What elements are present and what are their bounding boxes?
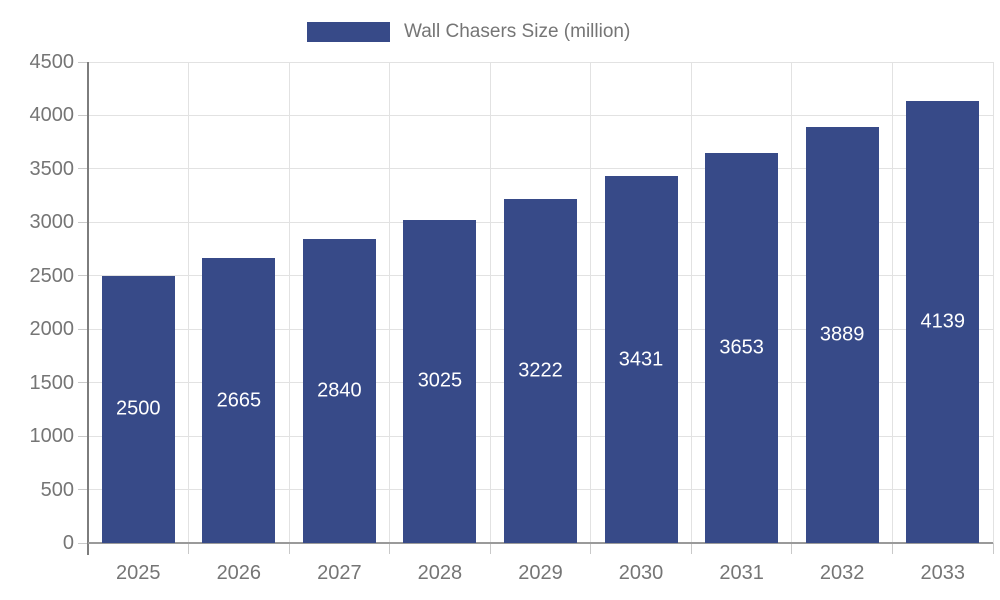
bar[interactable]: 3889 — [805, 127, 879, 543]
bar-value-label: 2665 — [216, 389, 262, 412]
x-axis-label: 2029 — [518, 562, 563, 584]
x-axis-label: 2027 — [317, 562, 362, 584]
bar-value-label: 3431 — [618, 348, 664, 371]
y-axis-label: 0 — [62, 532, 74, 554]
x-gridline — [288, 62, 290, 543]
x-tick — [389, 543, 391, 554]
x-tick — [690, 543, 692, 554]
y-tick — [78, 275, 88, 277]
y-axis-label: 2000 — [29, 318, 75, 341]
x-gridline — [188, 62, 190, 543]
x-axis-label: 2025 — [116, 562, 161, 584]
x-axis-label: 2031 — [719, 562, 764, 584]
y-tick — [78, 328, 88, 330]
y-tick — [78, 114, 88, 116]
bar-value-label: 3889 — [819, 323, 865, 346]
y-axis-label: 1500 — [29, 371, 75, 394]
x-gridline — [891, 62, 893, 543]
bar[interactable]: 3653 — [705, 152, 779, 543]
legend-label: Wall Chasers Size (million) — [404, 21, 631, 42]
y-axis-line — [87, 62, 89, 555]
bar[interactable]: 3431 — [604, 176, 678, 543]
y-tick — [78, 435, 88, 437]
bar-value-label: 3025 — [417, 369, 463, 392]
bar[interactable]: 3025 — [403, 219, 477, 543]
bar-value-label: 2840 — [317, 379, 362, 402]
y-axis-label: 2500 — [29, 264, 75, 287]
x-gridline — [690, 62, 692, 543]
y-axis-label: 1000 — [29, 425, 75, 448]
x-tick — [188, 543, 190, 554]
bar-value-label: 2500 — [116, 397, 161, 420]
y-tick — [78, 489, 88, 491]
bar-value-label: 3222 — [518, 359, 563, 382]
x-axis-line — [88, 542, 993, 544]
y-tick — [78, 221, 88, 223]
y-axis-label: 4500 — [29, 51, 75, 73]
bar[interactable]: 2665 — [202, 258, 276, 543]
y-tick — [78, 168, 88, 170]
x-axis-label: 2028 — [417, 562, 463, 584]
bar-value-label: 4139 — [920, 310, 965, 333]
x-axis-label: 2026 — [216, 562, 262, 584]
y-axis-label: 3000 — [29, 211, 75, 234]
y-gridline — [88, 61, 993, 63]
x-tick — [891, 543, 893, 554]
x-axis-label: 2030 — [618, 562, 664, 584]
x-tick — [489, 543, 491, 554]
bar[interactable]: 2840 — [302, 239, 376, 543]
x-gridline — [590, 62, 592, 543]
x-gridline — [791, 62, 793, 543]
bar[interactable]: 2500 — [101, 275, 175, 543]
y-gridline — [88, 168, 993, 170]
bar-value-label: 3653 — [719, 336, 764, 359]
x-axis-label: 2033 — [920, 562, 965, 584]
x-tick — [288, 543, 290, 554]
x-axis-label: 2032 — [819, 562, 865, 584]
x-tick — [590, 543, 592, 554]
y-axis-label: 4000 — [29, 104, 75, 127]
y-axis-label: 3500 — [29, 157, 75, 180]
x-gridline — [489, 62, 491, 543]
legend[interactable]: Wall Chasers Size (million) — [307, 20, 630, 44]
y-tick — [78, 61, 88, 63]
bar[interactable]: 3222 — [504, 198, 577, 543]
y-tick — [78, 542, 88, 544]
legend-swatch-icon — [307, 22, 390, 42]
bar[interactable]: 4139 — [906, 100, 980, 543]
x-tick — [992, 543, 994, 554]
x-gridline — [389, 62, 391, 543]
y-gridline — [88, 114, 993, 116]
x-tick — [791, 543, 793, 554]
x-gridline — [992, 62, 994, 543]
y-axis-label: 500 — [40, 478, 74, 501]
y-tick — [78, 382, 88, 384]
